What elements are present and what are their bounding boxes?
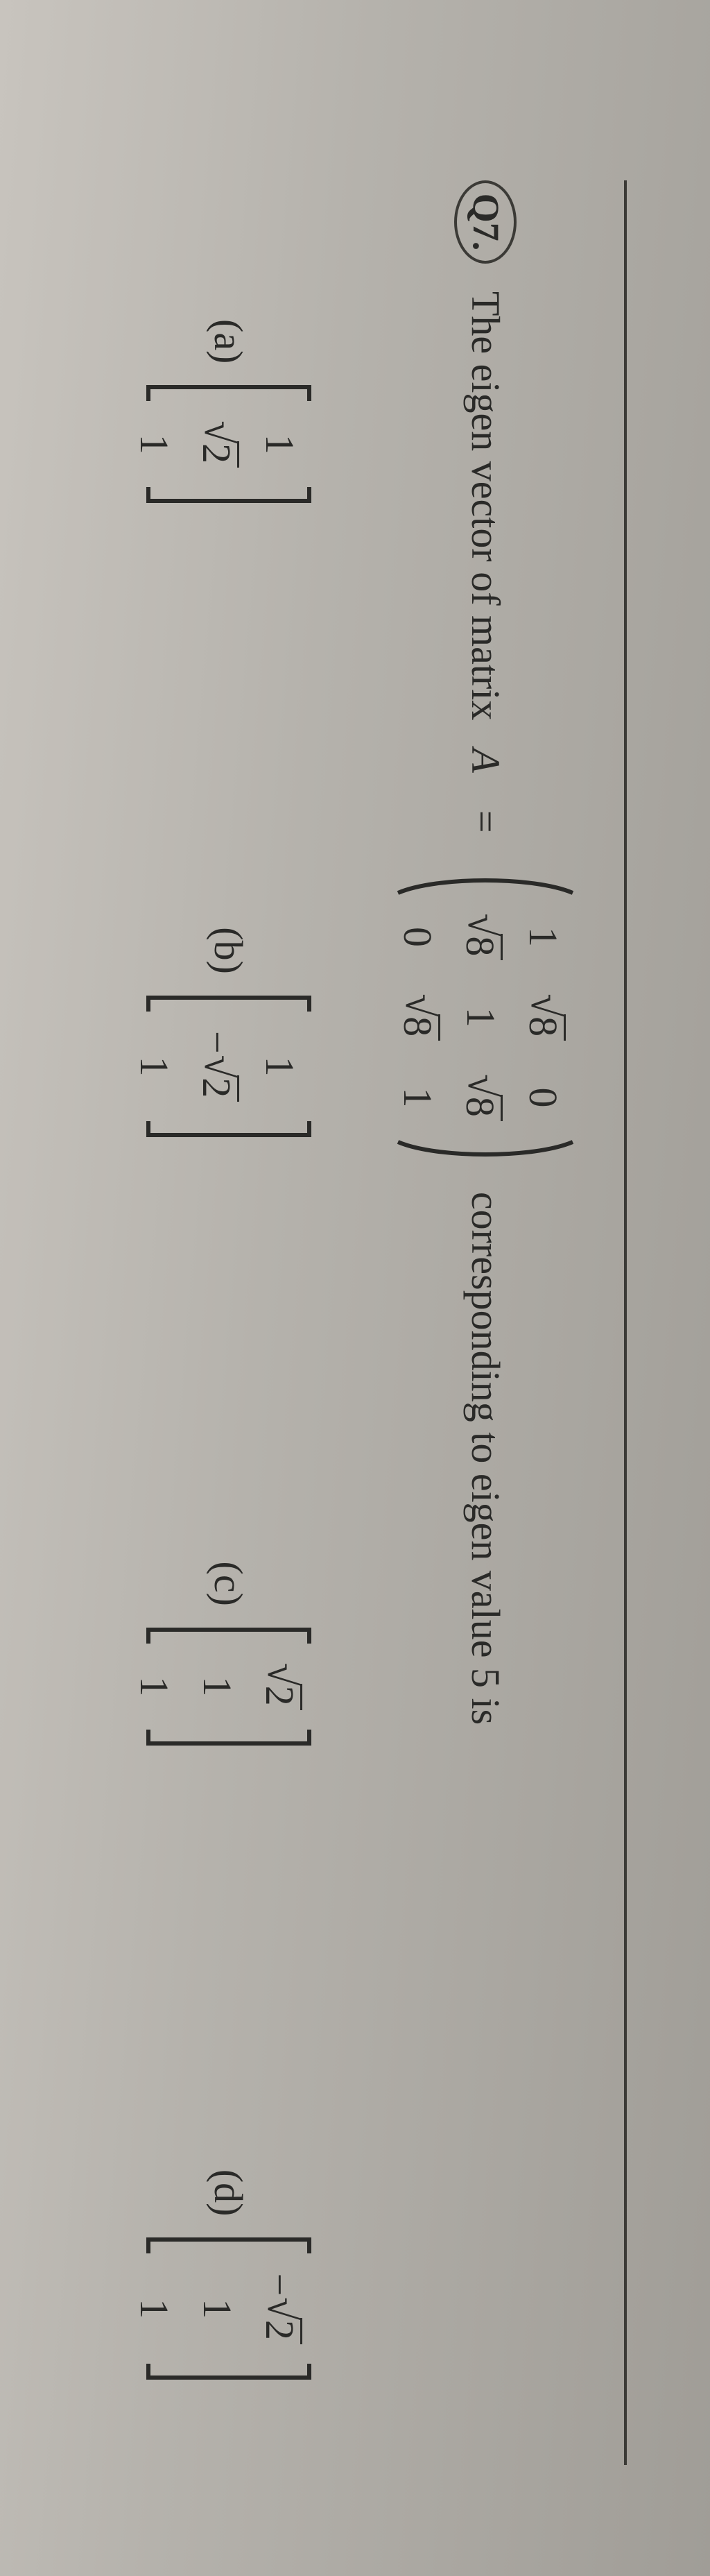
vector-col: 1 √2 1 xyxy=(146,404,312,484)
matrix-col-3: 0 √8 1 xyxy=(395,1057,575,1138)
left-bracket-icon xyxy=(146,1626,312,1646)
question-row: Q7. The eigen vector of matrix A = 1 √8 … xyxy=(395,180,575,2465)
option-a: (a) 1 √2 1 xyxy=(146,319,312,505)
option-d: (d) −√2 1 1 xyxy=(146,2169,312,2382)
matrix-cell: 0 xyxy=(393,914,444,961)
question-text-after: corresponding to eigen value 5 is xyxy=(457,1192,513,1725)
matrix-cell: √8 xyxy=(393,993,444,1041)
vector-col: 1 −√2 1 xyxy=(146,1014,312,1119)
left-bracket-icon xyxy=(146,2235,312,2256)
options-row: (a) 1 √2 1 (b) xyxy=(146,180,312,2465)
matrix-cell: 1 xyxy=(456,993,506,1041)
matrix-cell: 0 xyxy=(519,1074,569,1121)
vector-cell: 1 xyxy=(130,1663,180,1710)
option-b: (b) 1 −√2 1 xyxy=(146,927,312,1139)
matrix-cell: 1 xyxy=(519,914,569,961)
vector-col: √2 1 1 xyxy=(146,1646,312,1727)
option-a-vector: 1 √2 1 xyxy=(146,383,312,505)
vector-col: −√2 1 1 xyxy=(146,2256,312,2361)
equals-sign: = xyxy=(457,810,513,833)
vector-cell: 1 xyxy=(255,1031,306,1102)
right-bracket-icon xyxy=(146,1118,312,1139)
vector-cell: √2 xyxy=(255,1663,306,1710)
vector-cell: 1 xyxy=(255,420,306,468)
horizontal-rule xyxy=(624,180,627,2465)
vector-cell: 1 xyxy=(130,420,180,468)
left-bracket-icon xyxy=(146,993,312,1014)
vector-cell: 1 xyxy=(192,1663,243,1710)
vector-cell: 1 xyxy=(130,2273,180,2344)
left-bracket-icon xyxy=(146,383,312,404)
matrix-symbol-letter: A xyxy=(463,748,508,772)
option-b-vector: 1 −√2 1 xyxy=(146,993,312,1140)
option-d-vector: −√2 1 1 xyxy=(146,2235,312,2382)
matrix-cell: √8 xyxy=(456,1074,506,1121)
matrix-cell: √8 xyxy=(456,914,506,961)
question-text-before: The eigen vector of matrix xyxy=(457,291,513,720)
option-label: (a) xyxy=(206,319,252,364)
vector-cell: √2 xyxy=(192,420,243,468)
option-label: (c) xyxy=(206,1562,252,1606)
matrix-cell: 1 xyxy=(393,1074,444,1121)
vector-cell: −√2 xyxy=(255,2273,306,2344)
right-paren-icon xyxy=(395,1138,575,1164)
option-label: (b) xyxy=(206,927,252,974)
left-paren-icon xyxy=(395,871,575,897)
option-label: (d) xyxy=(206,2169,252,2217)
matrix-cell: √8 xyxy=(519,993,569,1041)
matrix-symbol: A xyxy=(457,748,513,772)
right-bracket-icon xyxy=(146,1727,312,1748)
matrix-col-1: 1 √8 0 xyxy=(395,897,575,978)
right-bracket-icon xyxy=(146,2361,312,2382)
vector-cell: 1 xyxy=(130,1031,180,1102)
question-number: Q7. xyxy=(454,180,517,264)
option-c: (c) √2 1 1 xyxy=(146,1562,312,1748)
vector-cell: 1 xyxy=(192,2273,243,2344)
option-c-vector: √2 1 1 xyxy=(146,1626,312,1748)
matrix-col-2: √8 1 √8 xyxy=(395,977,575,1057)
right-bracket-icon xyxy=(146,484,312,505)
vector-cell: −√2 xyxy=(192,1031,243,1102)
matrix-a: 1 √8 0 √8 1 √8 0 √8 1 xyxy=(395,871,575,1164)
